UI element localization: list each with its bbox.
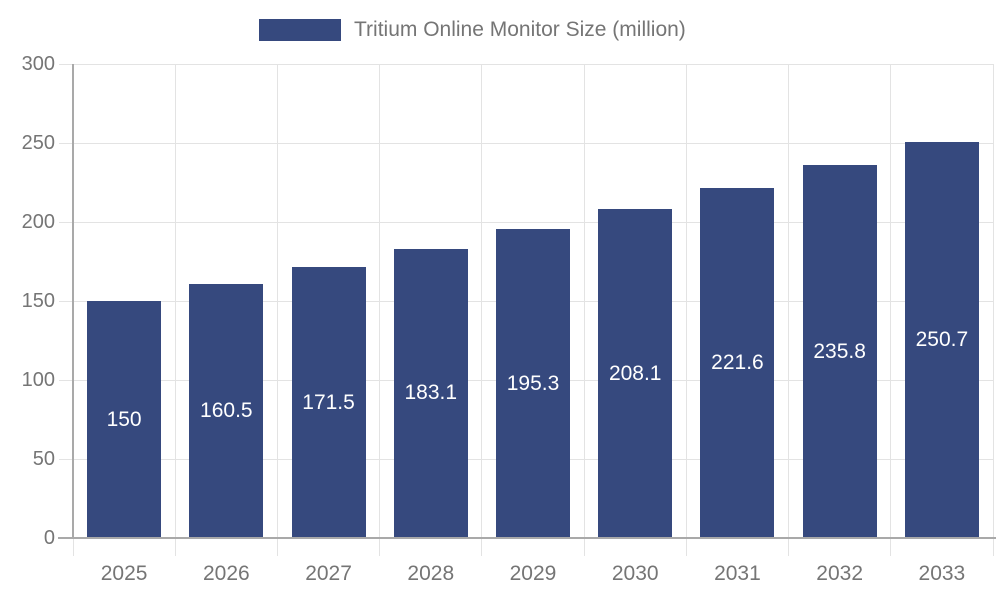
y-axis-line bbox=[72, 64, 74, 538]
bar-value-label: 160.5 bbox=[200, 399, 253, 423]
bar[interactable] bbox=[291, 267, 366, 538]
x-tick-label: 2029 bbox=[509, 562, 557, 585]
bar-value-label: 195.3 bbox=[506, 371, 560, 395]
x-gridline bbox=[379, 64, 381, 556]
bar[interactable] bbox=[802, 165, 877, 538]
x-axis-line bbox=[58, 537, 996, 539]
bar-value-label: 250.7 bbox=[915, 327, 969, 351]
x-gridline bbox=[481, 64, 483, 556]
x-gridline bbox=[583, 64, 585, 556]
bar-value-label: 208.1 bbox=[608, 361, 662, 385]
bar[interactable] bbox=[904, 141, 979, 538]
x-tick-label: 2027 bbox=[305, 562, 352, 585]
bar-value-label: 171.5 bbox=[302, 390, 355, 414]
x-tick-label: 2026 bbox=[202, 562, 250, 585]
bar[interactable] bbox=[87, 301, 162, 538]
y-tick-label: 150 bbox=[21, 290, 55, 312]
legend-swatch bbox=[259, 19, 341, 41]
x-gridline bbox=[788, 64, 790, 556]
bar[interactable] bbox=[598, 209, 673, 538]
legend-label: Tritium Online Monitor Size (million) bbox=[354, 18, 686, 41]
bar-value-label: 183.1 bbox=[404, 381, 458, 405]
x-tick-label: 2032 bbox=[816, 562, 864, 585]
bar[interactable] bbox=[496, 229, 570, 538]
bar[interactable] bbox=[189, 284, 264, 538]
x-tick-label: 2033 bbox=[918, 562, 966, 585]
x-gridline bbox=[890, 64, 892, 556]
y-gridline bbox=[59, 63, 993, 65]
x-tick-label: 2028 bbox=[407, 562, 455, 585]
bar-value-label: 150 bbox=[106, 407, 142, 431]
x-gridline bbox=[685, 64, 687, 556]
x-gridline bbox=[992, 64, 994, 556]
x-tick-label: 2025 bbox=[100, 562, 148, 585]
bar[interactable] bbox=[700, 187, 775, 538]
y-tick-label: 200 bbox=[21, 211, 55, 233]
x-tick-label: 2030 bbox=[611, 562, 659, 585]
x-gridline bbox=[276, 64, 278, 556]
legend[interactable]: Tritium Online Monitor Size (million) bbox=[259, 19, 686, 41]
bar[interactable] bbox=[393, 248, 468, 538]
x-gridline bbox=[174, 64, 176, 556]
y-tick-label: 0 bbox=[43, 527, 55, 549]
y-tick-label: 50 bbox=[32, 448, 55, 470]
y-gridline bbox=[59, 142, 993, 144]
y-tick-label: 100 bbox=[21, 369, 55, 391]
bar-value-label: 235.8 bbox=[813, 339, 866, 363]
x-tick-label: 2031 bbox=[714, 562, 761, 585]
y-gridline bbox=[59, 221, 993, 223]
y-tick-label: 250 bbox=[21, 132, 55, 154]
bar-value-label: 221.6 bbox=[711, 350, 764, 374]
y-tick-label: 300 bbox=[21, 53, 55, 75]
